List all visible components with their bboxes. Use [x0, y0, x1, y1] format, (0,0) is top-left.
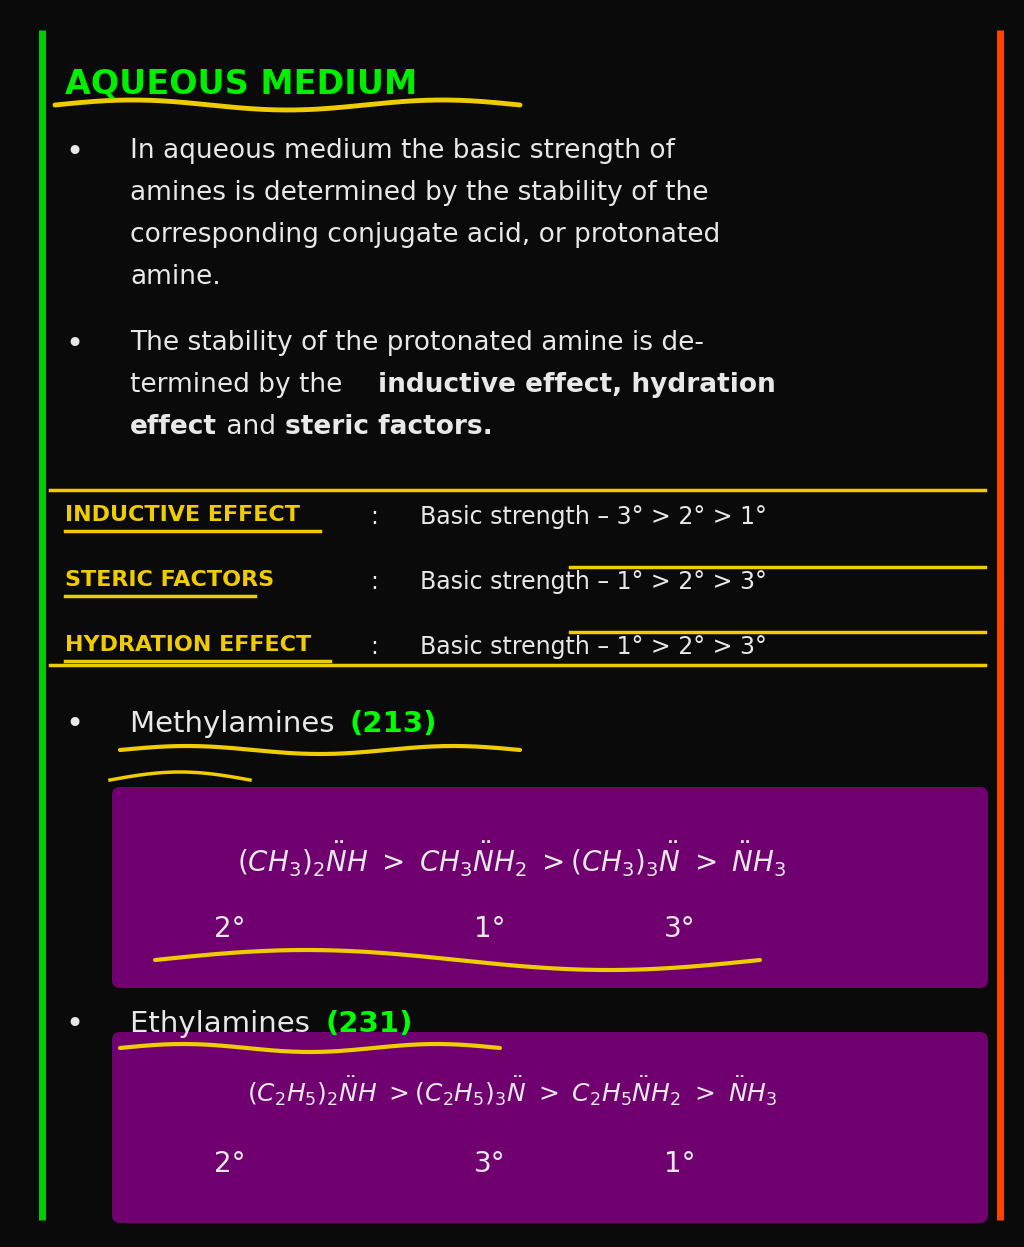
- Text: 1°: 1°: [474, 915, 506, 943]
- Text: Basic strength – 3° > 2° > 1°: Basic strength – 3° > 2° > 1°: [420, 505, 767, 529]
- Text: amines is determined by the stability of the: amines is determined by the stability of…: [130, 180, 709, 206]
- Text: Ethylamines: Ethylamines: [130, 1010, 319, 1038]
- Text: steric factors.: steric factors.: [285, 414, 493, 440]
- Text: INDUCTIVE EFFECT: INDUCTIVE EFFECT: [65, 505, 300, 525]
- Text: 2°: 2°: [214, 915, 246, 943]
- Text: Basic strength – 1° > 2° > 3°: Basic strength – 1° > 2° > 3°: [420, 635, 767, 658]
- Text: effect: effect: [130, 414, 217, 440]
- Text: 3°: 3°: [474, 1150, 506, 1178]
- Text: The stability of the protonated amine is de-: The stability of the protonated amine is…: [130, 330, 703, 355]
- Text: $(C_2H_5)_2\ddot{N}H\ >(C_2H_5)_3\ddot{N}\ >\ C_2H_5\ddot{N}H_2\ >\ \ddot{N}H_3$: $(C_2H_5)_2\ddot{N}H\ >(C_2H_5)_3\ddot{N…: [247, 1075, 777, 1109]
- Text: :: :: [370, 635, 378, 658]
- Text: •: •: [65, 330, 83, 359]
- Text: corresponding conjugate acid, or protonated: corresponding conjugate acid, or protona…: [130, 222, 720, 248]
- Text: and: and: [218, 414, 285, 440]
- Text: termined by the: termined by the: [130, 372, 351, 398]
- FancyBboxPatch shape: [112, 787, 988, 988]
- Text: 1°: 1°: [665, 1150, 695, 1178]
- Text: (231): (231): [325, 1010, 413, 1038]
- Text: •: •: [65, 710, 83, 739]
- Text: :: :: [370, 570, 378, 594]
- Text: Methylamines: Methylamines: [130, 710, 344, 738]
- Text: $(CH_3)_2\ddot{N}H\ >\ CH_3\ddot{N}H_2\ >(CH_3)_3\ddot{N}\ >\ \ddot{N}H_3$: $(CH_3)_2\ddot{N}H\ >\ CH_3\ddot{N}H_2\ …: [238, 840, 786, 879]
- Text: inductive effect, hydration: inductive effect, hydration: [378, 372, 776, 398]
- Text: 3°: 3°: [665, 915, 696, 943]
- Text: amine.: amine.: [130, 264, 221, 291]
- Text: AQUEOUS MEDIUM: AQUEOUS MEDIUM: [65, 69, 417, 101]
- Text: (213): (213): [350, 710, 437, 738]
- Text: 2°: 2°: [214, 1150, 246, 1178]
- Text: :: :: [370, 505, 378, 529]
- FancyBboxPatch shape: [112, 1033, 988, 1223]
- Text: HYDRATION EFFECT: HYDRATION EFFECT: [65, 635, 311, 655]
- Text: In aqueous medium the basic strength of: In aqueous medium the basic strength of: [130, 138, 675, 165]
- Text: •: •: [65, 1010, 83, 1039]
- Text: STERIC FACTORS: STERIC FACTORS: [65, 570, 274, 590]
- Text: •: •: [65, 138, 83, 167]
- Text: Basic strength – 1° > 2° > 3°: Basic strength – 1° > 2° > 3°: [420, 570, 767, 594]
